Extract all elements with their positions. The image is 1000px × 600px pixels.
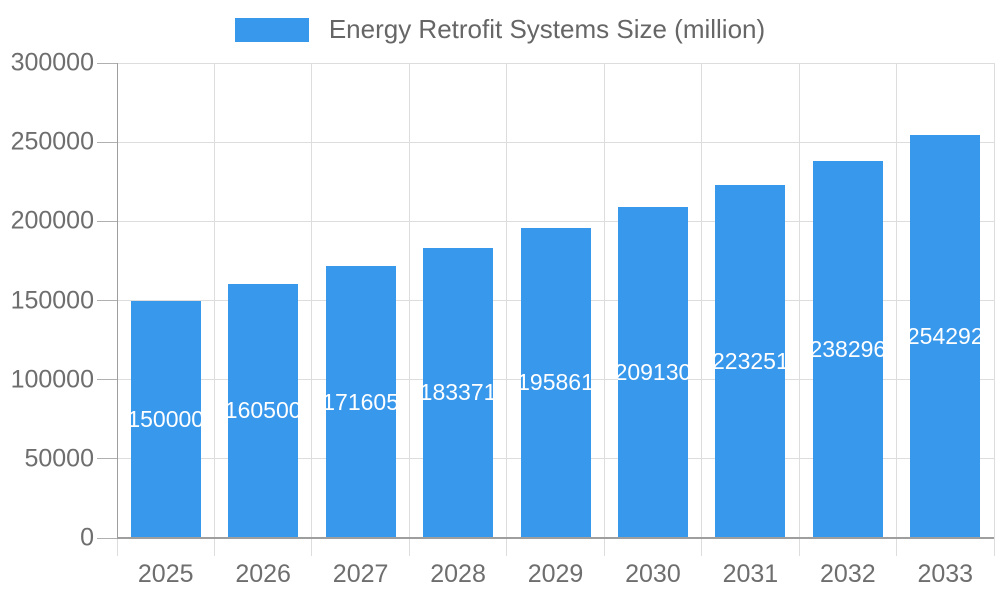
x-axis-line — [117, 537, 994, 539]
bar-value-label: 195861 — [520, 369, 591, 396]
y-tick-mark — [97, 537, 117, 539]
y-tick-mark — [97, 300, 117, 301]
x-axis-tick-label: 2031 — [722, 560, 779, 588]
bar-value-label: 171605 — [325, 388, 396, 415]
bar-value-label: 183371 — [423, 379, 494, 406]
legend-swatch — [234, 17, 309, 42]
gridline-horizontal — [117, 141, 994, 143]
y-tick-mark — [97, 141, 117, 143]
x-axis-tick-label: 2029 — [527, 560, 584, 588]
gridline-vertical — [311, 63, 313, 556]
bar-value-label: 223251 — [715, 347, 786, 374]
y-axis-tick-label: 0 — [80, 523, 94, 552]
bar-value-label: 254292 — [910, 323, 981, 350]
x-axis-tick-label: 2033 — [917, 560, 974, 588]
y-tick-mark — [97, 62, 117, 64]
bar-value-label: 150000 — [130, 405, 201, 432]
y-tick-mark — [97, 379, 117, 381]
bar-value-label: 238296 — [812, 335, 883, 362]
y-axis-tick-label: 200000 — [10, 206, 94, 235]
y-tick-mark — [97, 458, 117, 460]
bar: 195861 — [520, 227, 591, 538]
x-axis-tick-label: 2026 — [235, 560, 291, 588]
legend-label: Energy Retrofit Systems Size (million) — [328, 14, 766, 44]
bar-value-label: 209130 — [617, 358, 688, 385]
x-axis-tick-label: 2030 — [625, 560, 681, 588]
gridline-vertical — [701, 63, 703, 556]
y-axis-line — [117, 63, 118, 538]
bar: 160500 — [228, 283, 299, 538]
gridline-vertical — [798, 63, 800, 556]
bar: 150000 — [130, 300, 201, 538]
bar: 183371 — [423, 247, 494, 538]
gridline-vertical — [408, 63, 410, 556]
gridline-vertical — [506, 63, 508, 556]
gridline-horizontal — [117, 62, 994, 64]
y-axis-tick-label: 50000 — [24, 444, 94, 473]
bar: 171605 — [325, 266, 396, 538]
gridline-vertical — [896, 63, 898, 556]
y-axis-tick-label: 250000 — [10, 127, 94, 156]
bar: 209130 — [617, 206, 688, 538]
bar-value-label: 160500 — [228, 397, 299, 424]
gridline-vertical — [213, 63, 215, 556]
chart-legend: Energy Retrofit Systems Size (million) — [0, 14, 1000, 45]
y-tick-mark — [97, 220, 117, 222]
x-axis-tick-label: 2032 — [820, 560, 876, 588]
gridline-vertical — [603, 63, 605, 556]
bar: 238296 — [812, 160, 883, 538]
gridline-horizontal — [117, 220, 994, 222]
bar: 254292 — [910, 135, 981, 538]
bar: 223251 — [715, 184, 786, 538]
gridline-vertical — [993, 63, 995, 556]
y-axis-tick-label: 100000 — [10, 365, 94, 394]
y-axis-tick-label: 300000 — [10, 48, 94, 77]
x-axis-tick-label: 2025 — [137, 560, 194, 588]
x-axis-tick-label: 2028 — [430, 560, 486, 588]
y-axis-tick-label: 150000 — [10, 286, 94, 314]
x-axis-tick-label: 2027 — [332, 560, 389, 588]
